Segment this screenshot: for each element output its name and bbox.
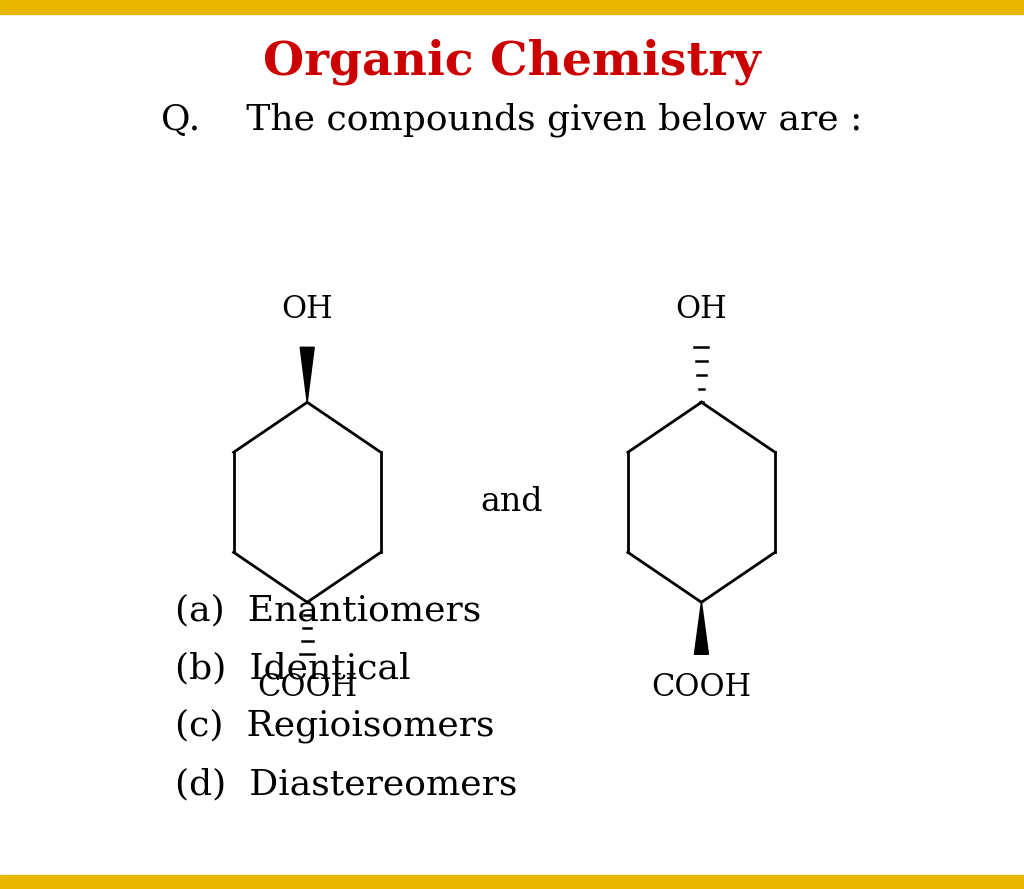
Text: COOH: COOH <box>651 672 752 703</box>
Polygon shape <box>300 348 314 403</box>
Bar <box>0 875 1024 889</box>
Polygon shape <box>694 602 709 654</box>
Text: COOH: COOH <box>257 672 357 703</box>
Text: OH: OH <box>676 294 727 325</box>
Text: (b)  Identical: (b) Identical <box>175 651 411 685</box>
Text: and: and <box>480 486 544 518</box>
Text: (d)  Diastereomers: (d) Diastereomers <box>175 767 517 801</box>
Text: (a)  Enantiomers: (a) Enantiomers <box>175 593 481 627</box>
Text: (c)  Regioisomers: (c) Regioisomers <box>175 709 495 743</box>
Text: OH: OH <box>282 294 333 325</box>
Bar <box>0 0 1024 14</box>
Text: Q.    The compounds given below are :: Q. The compounds given below are : <box>162 103 862 137</box>
Text: Organic Chemistry: Organic Chemistry <box>263 39 761 85</box>
